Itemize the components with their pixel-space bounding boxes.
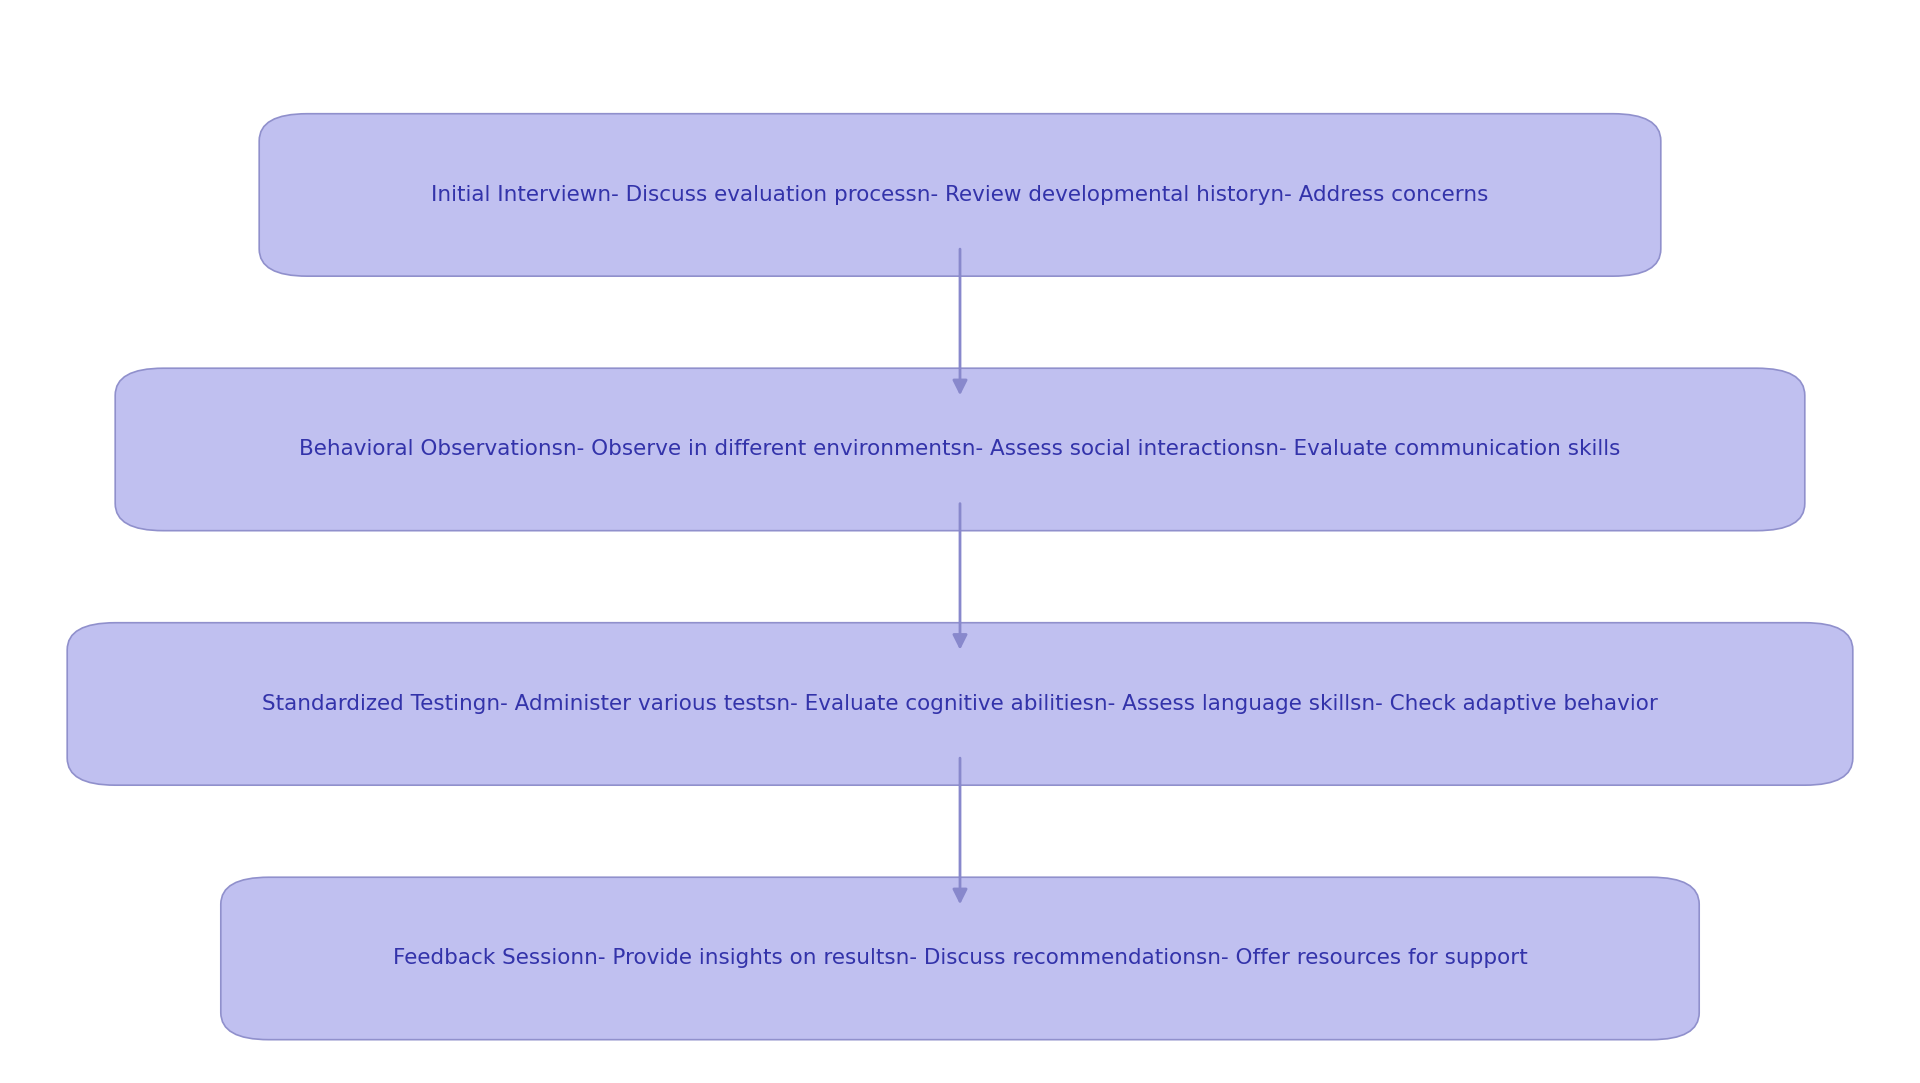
FancyBboxPatch shape (115, 368, 1805, 531)
Text: Behavioral Observationsn- Observe in different environmentsn- Assess social inte: Behavioral Observationsn- Observe in dif… (300, 440, 1620, 459)
Text: Initial Interviewn- Discuss evaluation processn- Review developmental historyn- : Initial Interviewn- Discuss evaluation p… (432, 185, 1488, 205)
FancyBboxPatch shape (221, 877, 1699, 1040)
FancyBboxPatch shape (259, 114, 1661, 276)
Text: Standardized Testingn- Administer various testsn- Evaluate cognitive abilitiesn-: Standardized Testingn- Administer variou… (261, 694, 1659, 714)
Text: Feedback Sessionn- Provide insights on resultsn- Discuss recommendationsn- Offer: Feedback Sessionn- Provide insights on r… (392, 949, 1528, 968)
FancyBboxPatch shape (67, 623, 1853, 785)
